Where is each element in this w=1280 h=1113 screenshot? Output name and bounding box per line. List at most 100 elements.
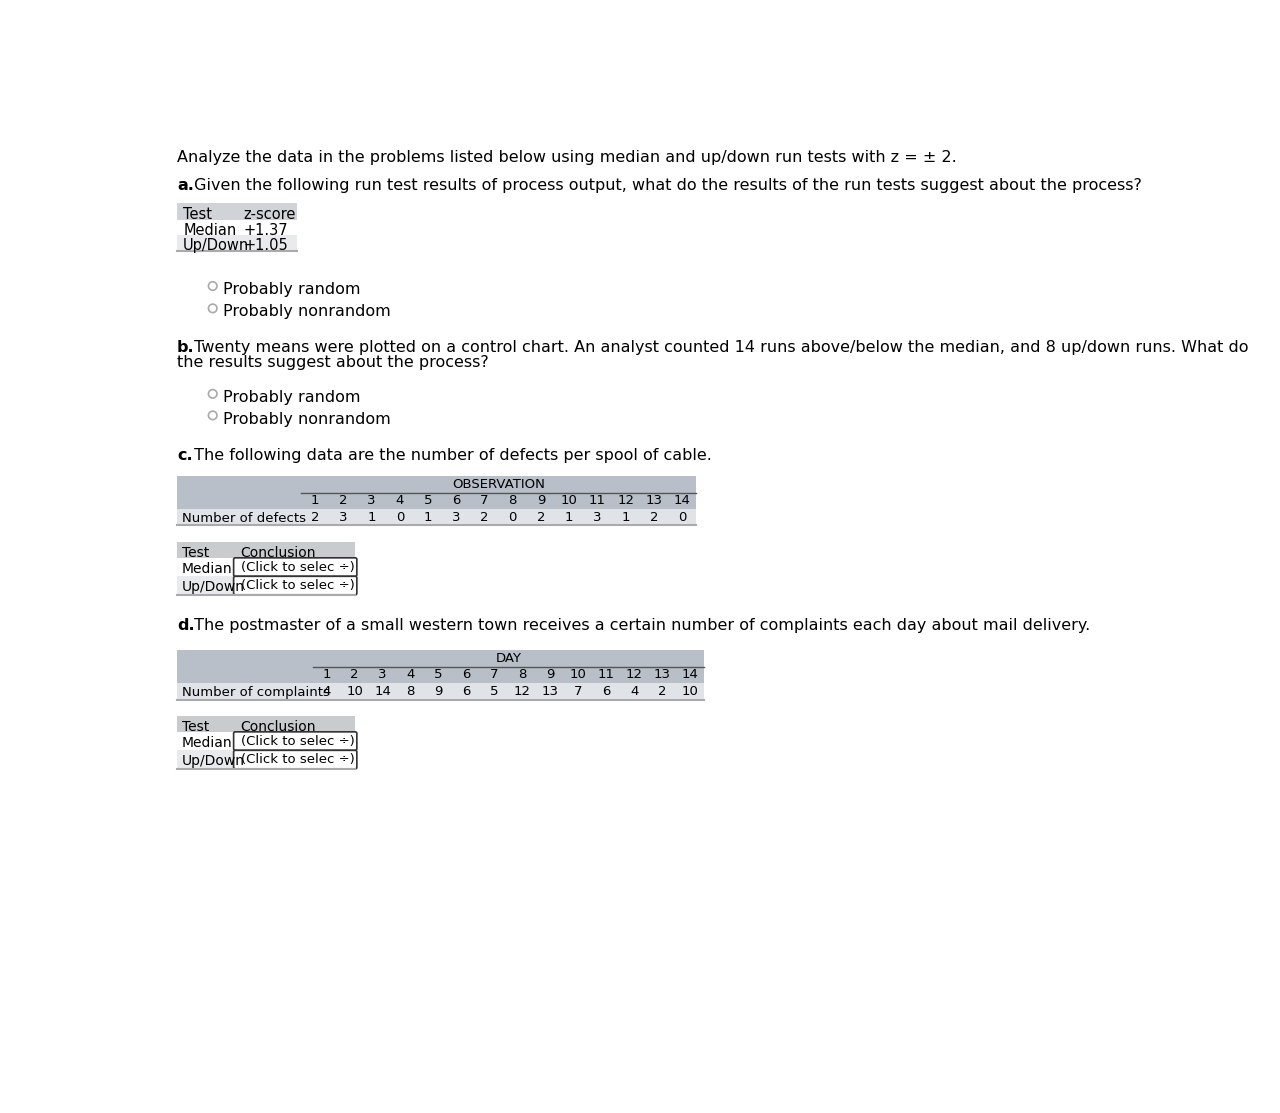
Text: 14: 14 [374,684,390,698]
Text: c.: c. [177,447,193,463]
Text: 4: 4 [406,669,415,681]
Text: 4: 4 [396,494,404,508]
Text: 10: 10 [346,684,364,698]
Text: 3: 3 [379,669,387,681]
Text: 6: 6 [602,684,611,698]
Text: 9: 9 [547,669,554,681]
Text: (Click to selec ÷): (Click to selec ÷) [241,735,355,748]
Bar [177,542,356,558]
Text: Probably nonrandom: Probably nonrandom [223,412,390,426]
Text: 11: 11 [589,494,605,508]
Text: 0: 0 [396,511,404,523]
Text: b.: b. [177,339,195,355]
Text: 6: 6 [462,684,471,698]
Text: 14: 14 [682,669,699,681]
Bar [177,577,356,594]
Text: Number of defects: Number of defects [182,512,306,525]
Text: 3: 3 [339,511,348,523]
Bar [177,558,356,577]
Text: 2: 2 [536,511,545,523]
Text: 2: 2 [480,511,489,523]
Text: Analyze the data in the problems listed below using median and up/down run tests: Analyze the data in the problems listed … [177,150,957,166]
Text: 8: 8 [518,669,526,681]
Text: Probably random: Probably random [223,390,360,405]
Text: Up/Down: Up/Down [182,755,244,768]
Text: 7: 7 [573,684,582,698]
Bar [177,750,356,769]
Text: 3: 3 [452,511,461,523]
Text: the results suggest about the process?: the results suggest about the process? [177,355,489,371]
Text: (Click to selec ÷): (Click to selec ÷) [241,754,355,766]
Text: 6: 6 [452,494,461,508]
Text: a.: a. [177,178,195,194]
Bar [177,493,696,509]
Text: 6: 6 [462,669,471,681]
Text: The postmaster of a small western town receives a certain number of complaints e: The postmaster of a small western town r… [189,618,1091,633]
Text: Probably random: Probably random [223,283,360,297]
FancyBboxPatch shape [234,750,357,769]
Text: 10: 10 [682,684,699,698]
Text: 0: 0 [678,511,686,523]
Text: Median: Median [182,562,233,575]
Text: z-score: z-score [243,207,296,221]
Text: Given the following run test results of process output, what do the results of t: Given the following run test results of … [189,178,1142,194]
Text: Conclusion: Conclusion [239,719,315,733]
Text: +1.37: +1.37 [243,223,288,238]
Text: +1.05: +1.05 [243,238,288,254]
Text: 1: 1 [564,511,573,523]
Text: Up/Down: Up/Down [183,238,250,254]
Text: Conclusion: Conclusion [239,545,315,560]
Text: 9: 9 [434,684,443,698]
Text: 12: 12 [626,669,643,681]
Text: 1: 1 [323,669,332,681]
Text: 10: 10 [570,669,586,681]
Text: 9: 9 [536,494,545,508]
Text: 2: 2 [650,511,658,523]
Text: 1: 1 [367,511,376,523]
Text: 3: 3 [367,494,376,508]
Text: 2: 2 [311,511,320,523]
Text: OBSERVATION: OBSERVATION [452,479,545,491]
Text: 11: 11 [598,669,614,681]
Text: 5: 5 [424,494,433,508]
Bar [177,717,356,732]
Bar [177,509,696,525]
FancyBboxPatch shape [234,558,357,577]
Bar [177,667,704,682]
Text: 4: 4 [630,684,639,698]
Text: 12: 12 [617,494,634,508]
Text: 14: 14 [673,494,691,508]
Text: 7: 7 [480,494,489,508]
Text: (Click to selec ÷): (Click to selec ÷) [241,561,355,573]
Text: 4: 4 [323,684,330,698]
Text: 13: 13 [541,684,559,698]
Text: Up/Down: Up/Down [182,580,244,594]
Text: (Click to selec ÷): (Click to selec ÷) [241,579,355,592]
Text: Probably nonrandom: Probably nonrandom [223,305,390,319]
Text: 2: 2 [339,494,348,508]
Text: Test: Test [183,207,212,221]
FancyBboxPatch shape [234,732,357,750]
Text: 5: 5 [434,669,443,681]
Bar [177,732,356,750]
Text: 1: 1 [622,511,630,523]
Text: Twenty means were plotted on a control chart. An analyst counted 14 runs above/b: Twenty means were plotted on a control c… [189,339,1249,355]
Bar [177,476,696,493]
Text: 3: 3 [593,511,602,523]
Text: Number of complaints: Number of complaints [182,687,329,699]
Text: d.: d. [177,618,195,633]
Bar [177,650,704,667]
Text: 0: 0 [508,511,517,523]
Text: 7: 7 [490,669,499,681]
Text: DAY: DAY [495,652,521,666]
Text: 8: 8 [406,684,415,698]
Bar [177,219,297,235]
Text: 1: 1 [424,511,433,523]
Text: Median: Median [183,223,237,238]
Text: 10: 10 [561,494,577,508]
Bar [177,203,297,219]
Text: 13: 13 [645,494,663,508]
Text: Test: Test [182,719,209,733]
Text: 8: 8 [508,494,517,508]
Text: 12: 12 [513,684,531,698]
